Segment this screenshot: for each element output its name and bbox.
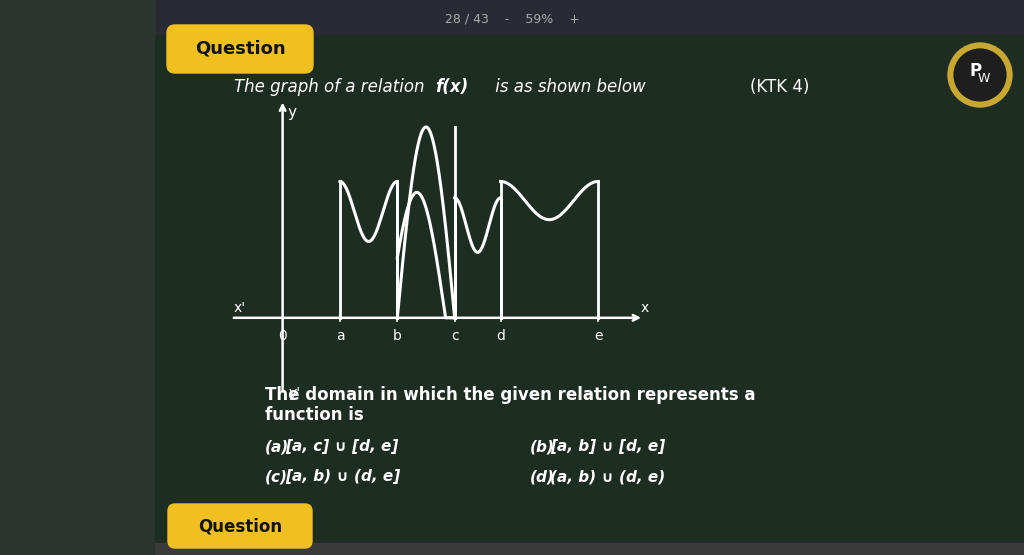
Bar [0, 0, 1024, 35]
Text: e: e [594, 329, 602, 343]
Text: P: P [970, 62, 982, 80]
Bar [155, 543, 1024, 555]
FancyBboxPatch shape [168, 504, 312, 548]
Text: Question: Question [198, 517, 282, 535]
Text: y: y [287, 105, 296, 120]
Text: The domain in which the given relation represents a: The domain in which the given relation r… [265, 386, 756, 404]
Bar [155, 35, 1024, 555]
Text: b: b [393, 329, 401, 343]
Text: Question: Question [195, 40, 286, 58]
Text: [a, c] ∪ [d, e]: [a, c] ∪ [d, e] [285, 440, 398, 455]
Circle shape [948, 43, 1012, 107]
FancyBboxPatch shape [167, 25, 313, 73]
Text: x': x' [233, 301, 246, 315]
Text: (b): (b) [530, 440, 555, 455]
Text: x: x [641, 301, 649, 315]
Text: (d): (d) [530, 470, 555, 485]
Text: a: a [336, 329, 344, 343]
Text: is as shown below: is as shown below [490, 78, 645, 96]
Text: [a, b) ∪ (d, e]: [a, b) ∪ (d, e] [285, 470, 400, 485]
Text: function is: function is [265, 406, 364, 424]
Text: d: d [496, 329, 505, 343]
Text: 28 / 43    -    59%    +: 28 / 43 - 59% + [444, 13, 580, 26]
Text: (a): (a) [265, 440, 289, 455]
Text: [a, b] ∪ [d, e]: [a, b] ∪ [d, e] [550, 440, 666, 455]
Text: The graph of a relation: The graph of a relation [234, 78, 430, 96]
Text: W: W [978, 73, 990, 85]
Text: f(x): f(x) [435, 78, 468, 96]
Bar [0, 0, 155, 555]
Text: (c): (c) [265, 470, 288, 485]
Text: (KTK 4): (KTK 4) [751, 78, 810, 96]
Text: (a, b) ∪ (d, e): (a, b) ∪ (d, e) [550, 470, 666, 485]
Text: 0: 0 [279, 329, 287, 343]
Text: y': y' [289, 386, 300, 400]
Text: c: c [451, 329, 459, 343]
Circle shape [952, 47, 1008, 103]
